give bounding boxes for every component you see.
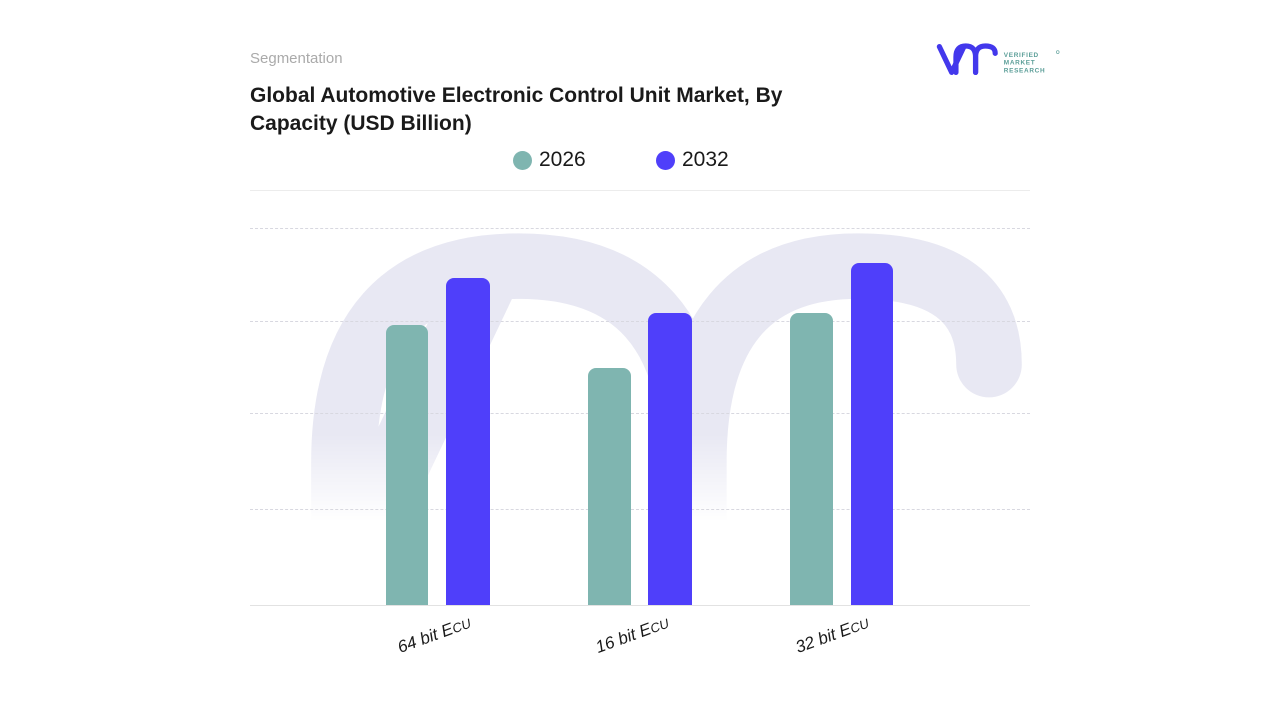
svg-text:MARKET: MARKET xyxy=(1004,60,1036,67)
svg-text:RESEARCH: RESEARCH xyxy=(1004,67,1046,74)
svg-text:VERIFIED: VERIFIED xyxy=(1004,52,1039,59)
